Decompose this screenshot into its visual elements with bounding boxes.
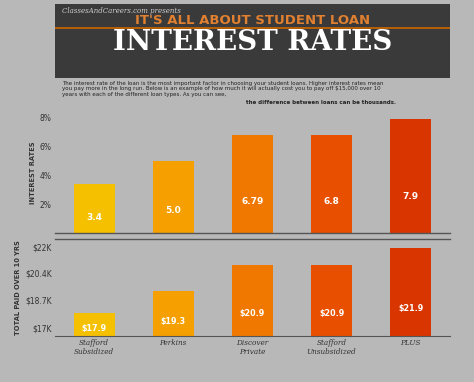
Y-axis label: TOTAL PAID OVER 10 YRS: TOTAL PAID OVER 10 YRS: [15, 240, 21, 335]
Text: 5.0: 5.0: [165, 206, 181, 215]
Bar: [232, 135, 273, 233]
Text: $20.9: $20.9: [240, 309, 265, 318]
Bar: [311, 265, 352, 382]
Text: INTEREST RATES: INTEREST RATES: [113, 29, 392, 57]
Bar: [232, 265, 273, 382]
Text: ClassesAndCareers.com presents: ClassesAndCareers.com presents: [63, 7, 181, 15]
Bar: [55, 4, 450, 78]
Text: The interest rate of the loan is the most important factor in choosing your stud: The interest rate of the loan is the mos…: [63, 81, 384, 97]
Bar: [390, 248, 431, 382]
Bar: [73, 313, 115, 382]
Text: the difference between loans can be thousands.: the difference between loans can be thou…: [246, 100, 397, 105]
Text: $21.9: $21.9: [398, 304, 423, 312]
Bar: [153, 161, 194, 233]
Bar: [73, 184, 115, 233]
Bar: [153, 291, 194, 382]
Text: IT'S ALL ABOUT STUDENT LOAN: IT'S ALL ABOUT STUDENT LOAN: [135, 14, 370, 27]
Text: 3.4: 3.4: [86, 213, 102, 222]
Text: $20.9: $20.9: [319, 309, 344, 318]
Bar: [390, 119, 431, 233]
Y-axis label: INTEREST RATES: INTEREST RATES: [29, 141, 36, 204]
Text: $19.3: $19.3: [161, 317, 186, 326]
Text: 6.79: 6.79: [241, 197, 264, 206]
Text: $17.9: $17.9: [82, 324, 107, 333]
Text: 6.8: 6.8: [324, 197, 339, 206]
Text: 7.9: 7.9: [402, 192, 419, 201]
Bar: [311, 135, 352, 233]
